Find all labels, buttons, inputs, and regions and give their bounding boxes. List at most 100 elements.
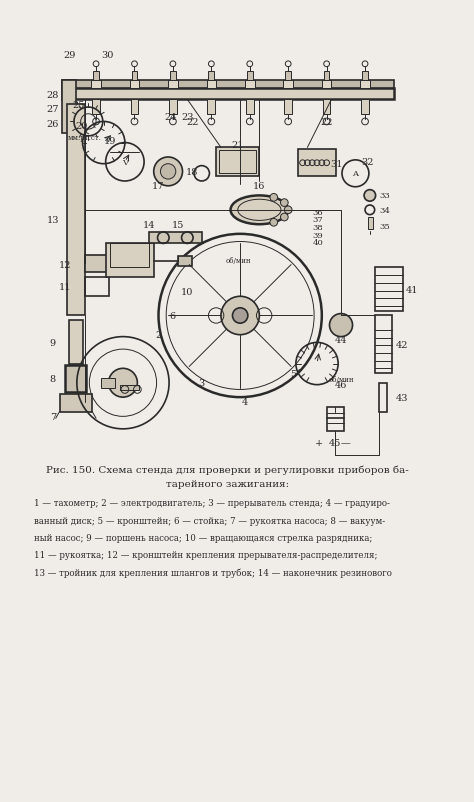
Text: 46: 46	[335, 381, 347, 390]
Text: об/мин: об/мин	[226, 257, 251, 265]
Bar	[284, 100, 292, 115]
Text: 19: 19	[104, 137, 117, 146]
Text: 18: 18	[186, 168, 198, 176]
Bar	[169, 100, 177, 115]
Bar	[219, 151, 256, 174]
Text: 39: 39	[312, 232, 323, 240]
Bar	[324, 71, 329, 81]
Bar	[207, 81, 216, 89]
Text: 27: 27	[46, 105, 59, 115]
Bar	[130, 81, 139, 89]
Bar	[360, 81, 370, 89]
Text: 8: 8	[50, 375, 56, 384]
Bar	[209, 71, 214, 81]
Circle shape	[154, 158, 182, 187]
Text: 31: 31	[330, 160, 343, 169]
Text: 10: 10	[181, 288, 193, 297]
Circle shape	[270, 219, 278, 227]
Text: 37: 37	[312, 217, 323, 224]
Circle shape	[232, 309, 248, 324]
Text: 43: 43	[396, 393, 408, 402]
Text: 11: 11	[59, 283, 72, 292]
Bar	[327, 407, 344, 431]
Bar	[170, 71, 176, 81]
Text: 30: 30	[101, 51, 114, 59]
Text: 12: 12	[59, 261, 72, 269]
Text: 35: 35	[380, 223, 390, 231]
Text: 3: 3	[199, 379, 205, 387]
Text: 44: 44	[335, 335, 347, 345]
Bar	[245, 81, 255, 89]
Bar	[67, 105, 84, 316]
Text: 11 — рукоятка; 12 — кронштейн крепления прерывателя-распределителя;: 11 — рукоятка; 12 — кронштейн крепления …	[34, 550, 377, 560]
Text: Рис. 150. Схема стенда для проверки и регулировки приборов ба-: Рис. 150. Схема стенда для проверки и ре…	[46, 465, 409, 474]
Bar	[69, 321, 82, 364]
Bar	[322, 81, 331, 89]
Bar	[149, 233, 202, 244]
Circle shape	[281, 200, 288, 207]
Text: 45: 45	[329, 438, 341, 448]
Bar	[208, 100, 215, 115]
Text: 42: 42	[396, 340, 408, 350]
Bar	[93, 71, 99, 81]
Bar	[283, 81, 293, 89]
Bar	[110, 244, 149, 268]
Text: 38: 38	[312, 224, 323, 232]
Bar	[178, 257, 192, 266]
Circle shape	[329, 314, 353, 337]
Text: —: —	[341, 438, 351, 448]
Text: 5: 5	[290, 369, 296, 379]
Text: 13 — тройник для крепления шлангов и трубок; 14 — наконечник резинового: 13 — тройник для крепления шлангов и тру…	[34, 568, 392, 577]
Bar	[60, 395, 92, 412]
Text: 23: 23	[181, 113, 193, 122]
Bar	[120, 385, 139, 391]
Text: 9: 9	[50, 338, 56, 347]
Text: 13: 13	[46, 216, 59, 225]
Bar	[106, 244, 154, 277]
Bar	[374, 316, 392, 374]
Bar	[65, 366, 86, 393]
Bar	[368, 218, 373, 229]
Text: 41: 41	[405, 286, 418, 294]
Text: ванный диск; 5 — кронштейн; 6 — стойка; 7 — рукоятка насоса; 8 — вакуум-: ванный диск; 5 — кронштейн; 6 — стойка; …	[34, 516, 385, 525]
Text: 36: 36	[312, 209, 323, 217]
Bar	[63, 89, 394, 100]
Text: 20: 20	[75, 122, 88, 131]
Circle shape	[221, 297, 259, 335]
Bar	[246, 100, 254, 115]
Bar	[298, 150, 336, 177]
Text: 6: 6	[170, 312, 176, 321]
Text: 28: 28	[46, 91, 59, 100]
Bar	[84, 277, 109, 297]
Text: V: V	[122, 159, 128, 167]
Text: 21: 21	[231, 141, 244, 150]
Text: 24: 24	[165, 113, 177, 122]
Text: 1 — тахометр; 2 — электродвигатель; 3 — прерыватель стенда; 4 — градуиро-: 1 — тахометр; 2 — электродвигатель; 3 — …	[34, 499, 390, 508]
Text: ный насос; 9 — поршень насоса; 10 — вращающаяся стрелка разрядника;: ный насос; 9 — поршень насоса; 10 — вращ…	[34, 533, 372, 542]
Text: мм.рт.ст.: мм.рт.ст.	[67, 134, 101, 142]
Bar	[361, 100, 369, 115]
Bar	[92, 100, 100, 115]
Text: об/мин: об/мин	[328, 375, 354, 383]
Circle shape	[160, 164, 176, 180]
Bar	[84, 256, 118, 273]
Ellipse shape	[230, 196, 288, 225]
Bar	[63, 81, 76, 134]
Text: +: +	[315, 438, 323, 448]
Bar	[247, 71, 253, 81]
Text: 17: 17	[152, 182, 165, 191]
Text: 4: 4	[242, 398, 248, 407]
Bar	[91, 81, 101, 89]
Circle shape	[364, 190, 375, 202]
Bar	[362, 71, 368, 81]
Text: 15: 15	[172, 221, 184, 229]
Text: 14: 14	[143, 221, 155, 229]
Bar	[101, 379, 115, 388]
Text: 33: 33	[380, 192, 390, 200]
Text: 34: 34	[380, 207, 390, 215]
Circle shape	[270, 194, 278, 202]
Bar	[132, 71, 137, 81]
Text: 25: 25	[73, 100, 85, 110]
Bar	[63, 81, 394, 89]
Circle shape	[284, 207, 292, 214]
